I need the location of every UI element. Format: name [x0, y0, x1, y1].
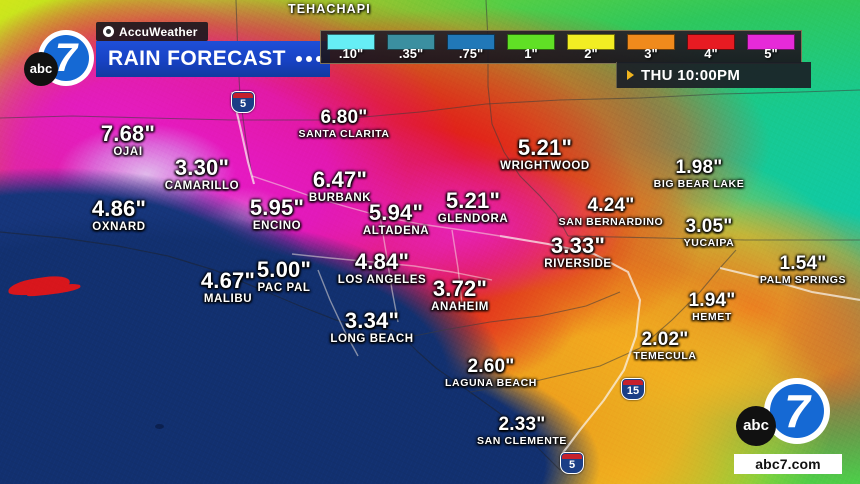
- legend-label: 4": [704, 46, 718, 61]
- timestamp-label: THU 10:00PM: [641, 66, 741, 84]
- highway-shield-interstate-5-north: 5: [231, 91, 255, 113]
- shield-number: 5: [568, 459, 576, 471]
- legend-swatch: [567, 34, 615, 50]
- legend-label: 2": [584, 46, 598, 61]
- page-title: RAIN FORECAST: [108, 47, 286, 70]
- forecast-timestamp: THU 10:00PM: [616, 62, 811, 88]
- legend-label: 3": [644, 46, 658, 61]
- legend-swatch: [627, 34, 675, 50]
- legend-stop-10: .10": [321, 31, 381, 63]
- legend-stop-2: 2": [561, 31, 621, 63]
- legend-stop-35: .35": [381, 31, 441, 63]
- accuweather-sun-icon: [103, 26, 114, 37]
- highway-shield-interstate-15: 15: [621, 378, 645, 400]
- accuweather-label: AccuWeather: [119, 24, 198, 39]
- shield-top-band: [233, 92, 253, 98]
- legend-label: .35": [398, 46, 424, 61]
- shield-number: 15: [626, 385, 640, 397]
- watermark-seven: 7: [784, 385, 810, 437]
- legend-swatch: [447, 34, 495, 50]
- accuweather-branding: AccuWeather: [96, 22, 208, 41]
- abc7-logo: 7 abc: [24, 30, 94, 88]
- legend-swatch: [327, 34, 375, 50]
- legend-label: .75": [458, 46, 484, 61]
- legend-label: 1": [524, 46, 538, 61]
- legend-stop-1: 1": [501, 31, 561, 63]
- legend-label: .10": [338, 46, 364, 61]
- legend-swatch: [507, 34, 555, 50]
- highway-shield-interstate-5-south: 5: [560, 452, 584, 474]
- small-island: [155, 424, 164, 429]
- logo-abc: abc: [24, 52, 58, 86]
- watermark-url: abc7.com: [734, 454, 842, 474]
- play-triangle-icon: [627, 70, 634, 80]
- legend-label: 5": [764, 46, 778, 61]
- graphic-title-bar: RAIN FORECAST: [96, 41, 330, 77]
- shield-top-band: [562, 453, 582, 459]
- legend-stop-75: .75": [441, 31, 501, 63]
- watermark-inner-circle: [770, 384, 824, 438]
- logo-seven: 7: [54, 36, 78, 80]
- watermark-abc: abc: [736, 406, 776, 446]
- legend-stop-4: 4": [681, 31, 741, 63]
- legend-swatch: [387, 34, 435, 50]
- legend-stop-3: 3": [621, 31, 681, 63]
- rainfall-legend: .10" .35" .75" 1" 2" 3" 4" 5": [320, 30, 802, 64]
- shield-number: 5: [239, 98, 247, 110]
- three-dots-icon: [295, 56, 322, 62]
- legend-swatch: [687, 34, 735, 50]
- map-region-label: TEHACHAPI: [288, 2, 371, 16]
- legend-swatch: [747, 34, 795, 50]
- legend-stop-5: 5": [741, 31, 801, 63]
- shield-top-band: [623, 379, 643, 385]
- station-watermark: 7 abc abc7.com: [728, 376, 846, 476]
